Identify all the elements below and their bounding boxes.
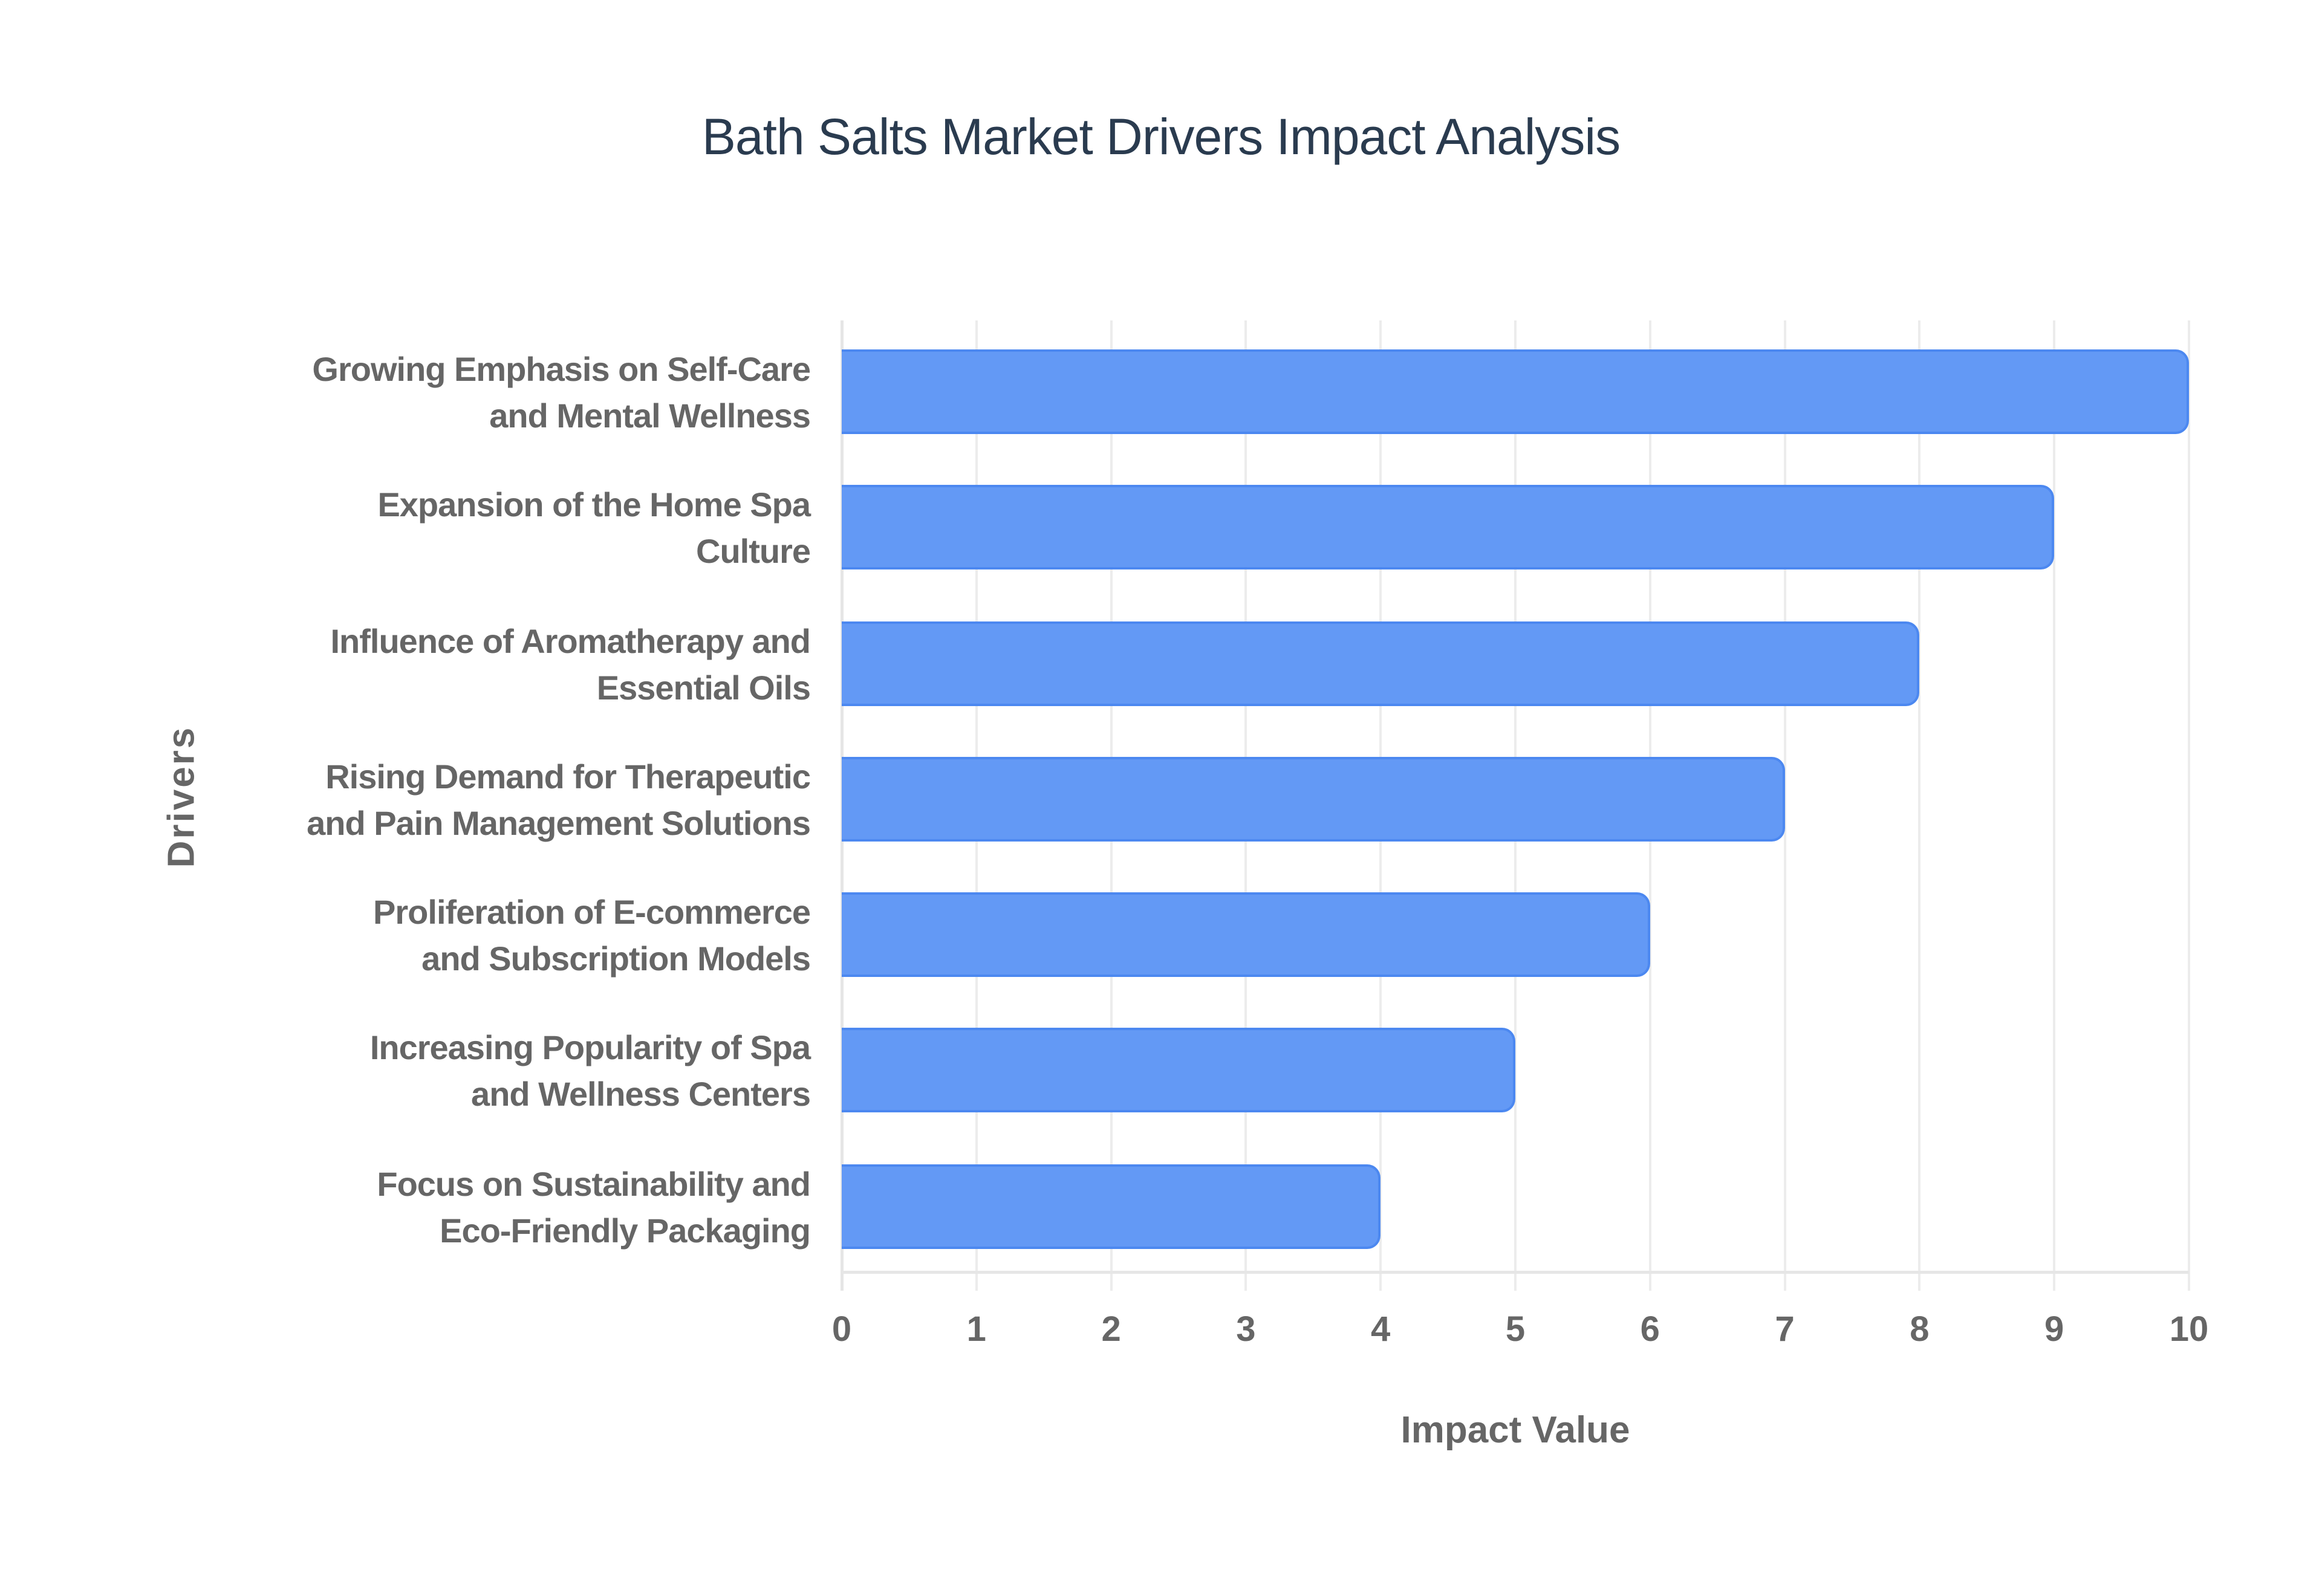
y-label: Focus on Sustainability and Eco-Friendly … [377, 1165, 811, 1250]
x-tick-label: 1 [966, 1309, 986, 1349]
x-tick-label: 3 [1236, 1309, 1256, 1349]
gridline [2188, 320, 2190, 1291]
y-label: Proliferation of E-commerce and Subscript… [373, 893, 811, 978]
x-tick-label: 9 [2044, 1309, 2064, 1349]
bar[interactable] [842, 621, 1920, 706]
bar[interactable] [842, 1028, 1515, 1112]
y-label: Influence of Aromatherapy and Essential O… [330, 622, 811, 707]
bar[interactable] [842, 892, 1650, 977]
gridline [1918, 320, 1921, 1291]
y-label: Rising Demand for Therapeutic and Pain Ma… [307, 757, 811, 842]
x-tick-label: 2 [1101, 1309, 1121, 1349]
x-tick-label: 5 [1505, 1309, 1526, 1349]
y-axis-title: Drivers [160, 725, 203, 868]
y-label: Increasing Popularity of Spa and Wellness… [369, 1028, 811, 1113]
bar[interactable] [842, 349, 2189, 434]
x-tick-label: 10 [2169, 1309, 2209, 1349]
x-tick-label: 7 [1775, 1309, 1795, 1349]
bar[interactable] [842, 757, 1785, 842]
x-axis-line [842, 1271, 2189, 1274]
bar[interactable] [842, 485, 2055, 569]
x-tick-label: 0 [831, 1309, 852, 1349]
gridline [1783, 320, 1786, 1291]
gridline [2053, 320, 2056, 1291]
x-tick-label: 6 [1640, 1309, 1660, 1349]
chart-title: Bath Salts Market Drivers Impact Analysi… [701, 108, 1621, 165]
x-tick-label: 8 [1910, 1309, 1930, 1349]
bar[interactable] [842, 1164, 1381, 1249]
plot-area [841, 320, 2190, 1291]
y-label: Growing Emphasis on Self-Care and Mental … [312, 350, 811, 435]
y-label: Expansion of the Home Spa Culture [377, 485, 811, 570]
x-axis-title: Impact Value [1400, 1409, 1630, 1451]
x-tick-label: 4 [1371, 1309, 1391, 1349]
